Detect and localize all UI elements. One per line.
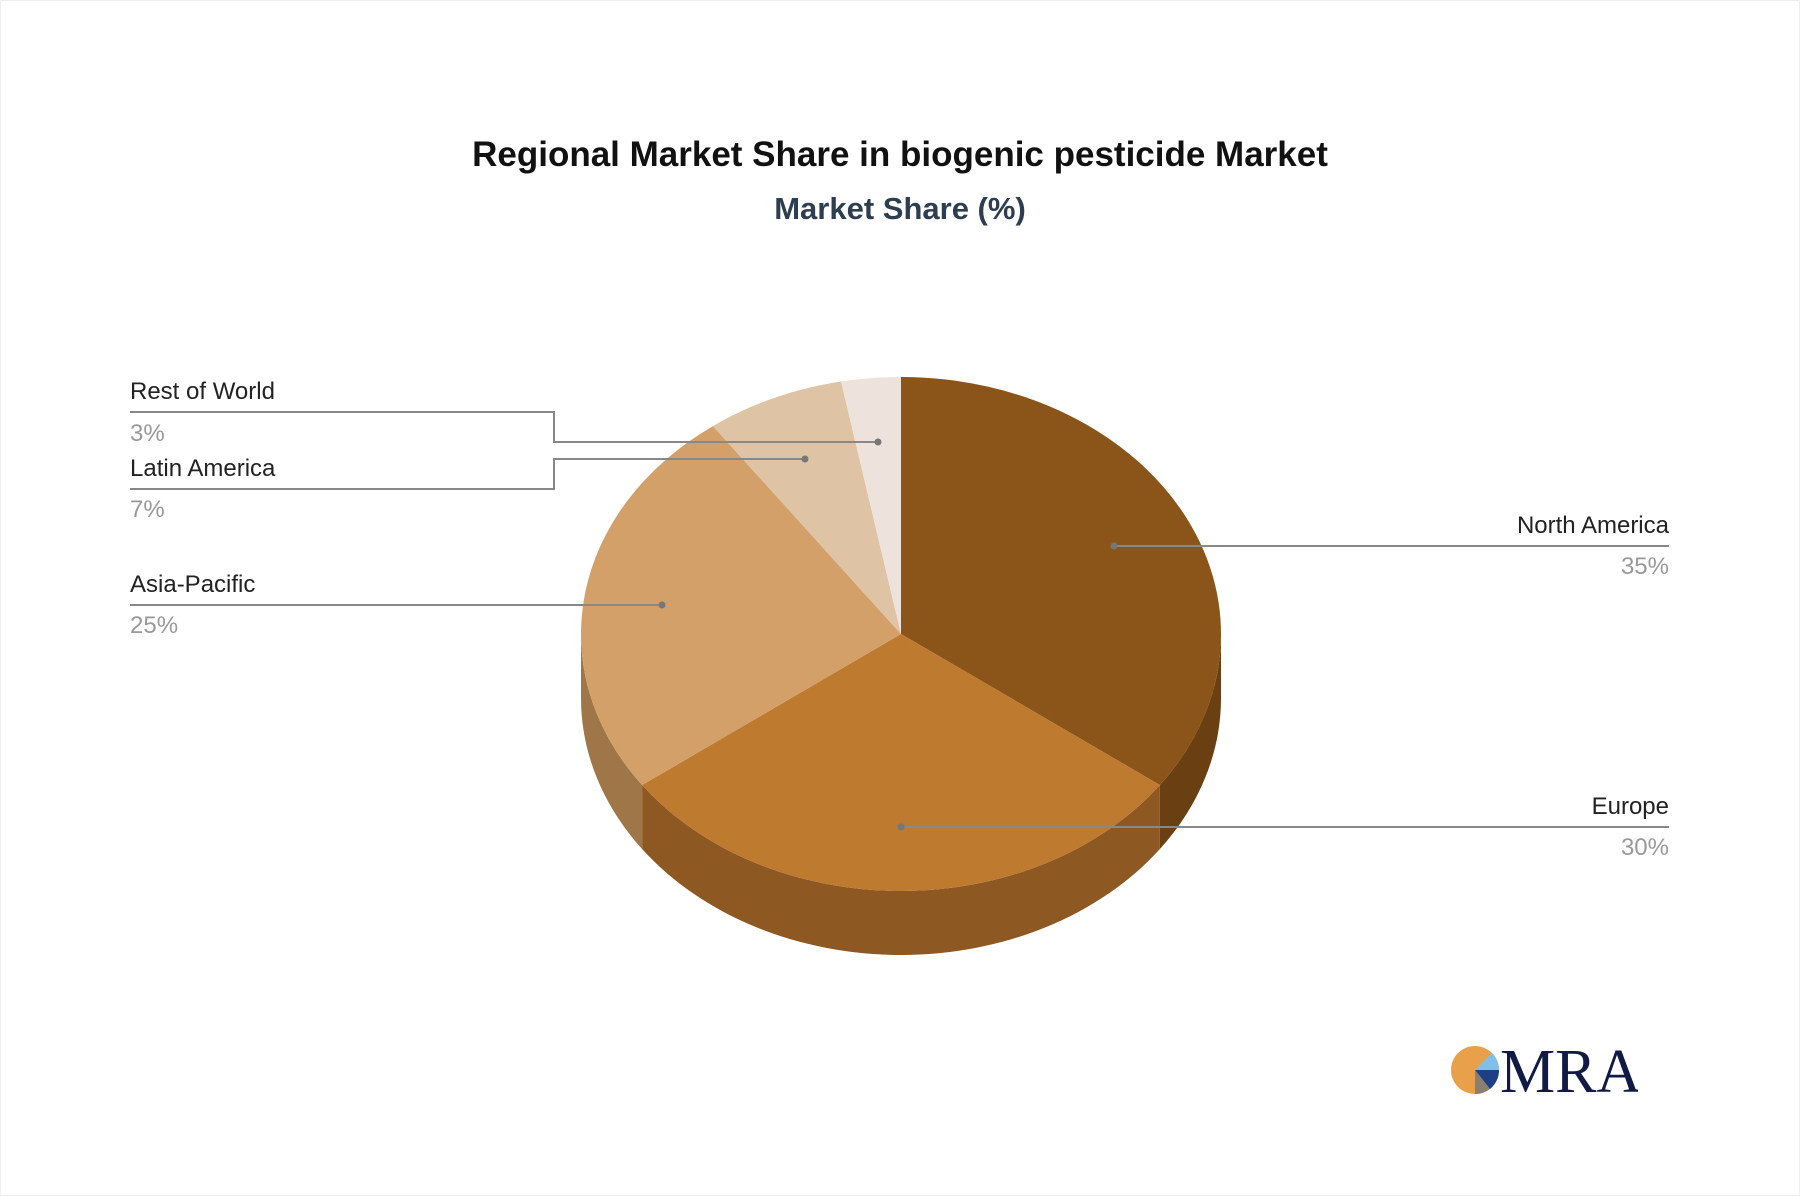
leader-dot-north-america — [1110, 542, 1118, 550]
slice-value-latin-america: 7% — [130, 496, 165, 523]
slice-value-europe: 30% — [1621, 834, 1669, 861]
slice-label-europe: Europe — [1592, 793, 1669, 820]
slice-value-rest-of-world: 3% — [130, 420, 165, 447]
slice-value-asia-pacific: 25% — [130, 612, 178, 639]
pie-side-asia-pacific — [581, 634, 643, 850]
slice-label-north-america: North America — [1517, 512, 1670, 539]
pie-side-europe — [642, 785, 1160, 956]
pie-slice-north-america — [901, 377, 1221, 786]
slice-label-rest-of-world: Rest of World — [130, 378, 275, 405]
chart-subtitle: Market Share (%) — [774, 191, 1026, 226]
leader-line-rest-of-world — [130, 411, 878, 443]
slice-label-asia-pacific: Asia-Pacific — [130, 571, 255, 598]
leader-dot-rest-of-world — [874, 438, 882, 446]
pie-slice-asia-pacific — [581, 426, 901, 786]
mra-logo: MRA — [1451, 1040, 1638, 1100]
leader-dot-europe — [897, 823, 905, 831]
slice-value-north-america: 35% — [1621, 553, 1669, 580]
leader-dot-asia-pacific — [658, 601, 666, 609]
chart-title: Regional Market Share in biogenic pestic… — [472, 135, 1328, 174]
leader-dot-latin-america — [801, 455, 809, 463]
pie-slice-latin-america — [712, 381, 901, 634]
pie-side-north-america — [1159, 634, 1221, 850]
logo-text: MRA — [1500, 1040, 1638, 1100]
slice-label-latin-america: Latin America — [130, 455, 276, 482]
leader-line-latin-america — [130, 458, 805, 490]
